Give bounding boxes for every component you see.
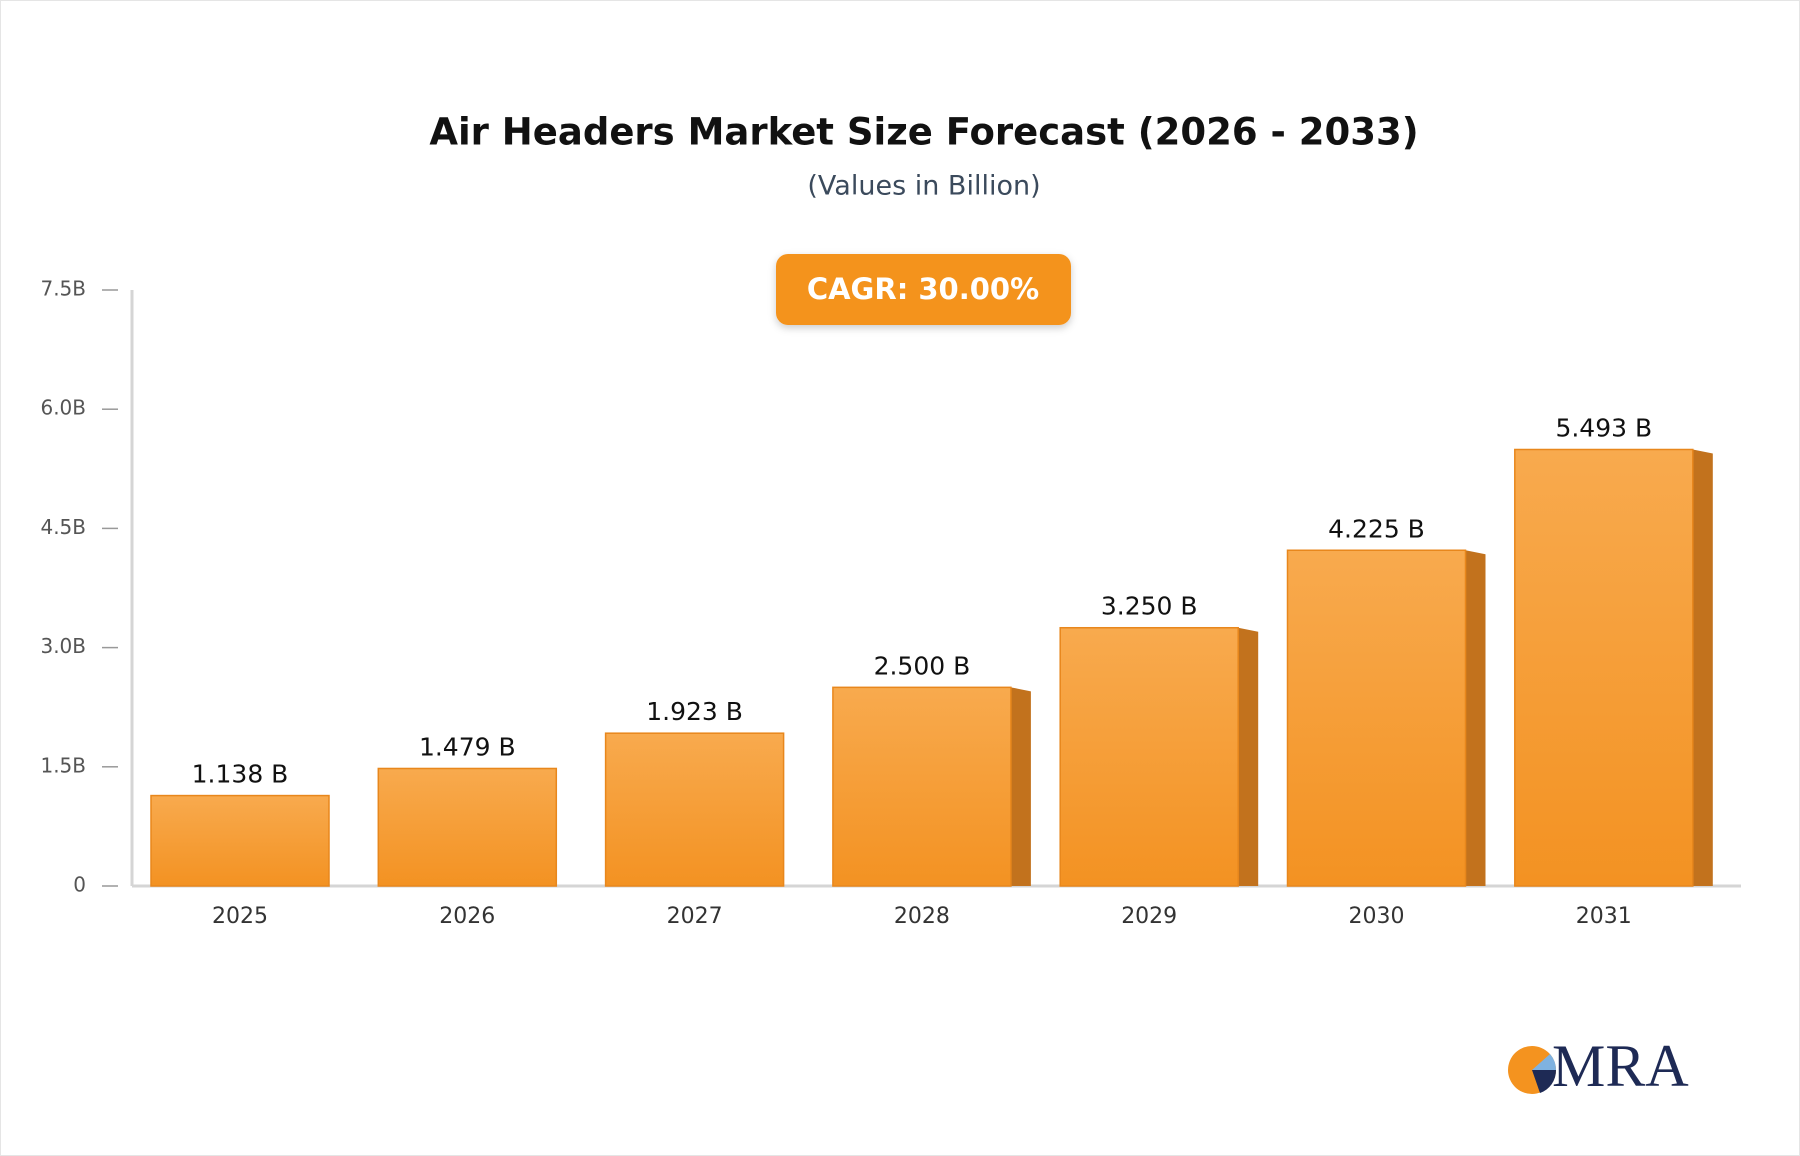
x-tick-label: 2028 (894, 904, 950, 929)
bar-side (1465, 550, 1486, 886)
chart-title: Air Headers Market Size Forecast (2026 -… (429, 111, 1418, 154)
y-tick-label: 0 (73, 873, 86, 897)
value-label: 3.250 B (1101, 592, 1198, 621)
bar-side (1692, 449, 1713, 886)
value-label: 1.923 B (646, 697, 743, 726)
logo-icon-slice (1532, 1070, 1557, 1093)
value-label: 2.500 B (874, 651, 971, 680)
x-tick-label: 2027 (667, 904, 723, 929)
y-tick-label: 3.0B (40, 634, 86, 658)
bar-side (1010, 687, 1031, 886)
value-label: 5.493 B (1555, 413, 1652, 442)
x-tick-label: 2025 (212, 904, 268, 929)
chart-subtitle: (Values in Billion) (807, 171, 1040, 202)
bar-side (1238, 627, 1259, 886)
x-tick-label: 2031 (1576, 904, 1632, 929)
y-tick-label: 4.5B (40, 515, 86, 539)
bar (1286, 549, 1467, 887)
bar (377, 767, 558, 887)
logo-text: MRA (1552, 1033, 1689, 1099)
y-tick-label: 7.5B (40, 277, 86, 301)
logo-icon-slice (1532, 1054, 1557, 1070)
x-tick-label: 2030 (1349, 904, 1405, 929)
bar (150, 794, 330, 887)
cagr-badge (776, 254, 1071, 325)
y-tick-label: 6.0B (40, 396, 86, 420)
cagr-label: CAGR: 30.00% (807, 272, 1039, 306)
bar (604, 732, 785, 887)
value-label: 4.225 B (1328, 514, 1425, 543)
x-tick-label: 2026 (439, 904, 495, 929)
y-tick-label: 1.5B (40, 753, 86, 777)
bar (1059, 626, 1239, 887)
value-label: 1.479 B (419, 732, 516, 761)
value-label: 1.138 B (192, 760, 289, 789)
bar (832, 686, 1012, 887)
bar (1514, 448, 1694, 887)
x-tick-label: 2029 (1121, 904, 1177, 929)
